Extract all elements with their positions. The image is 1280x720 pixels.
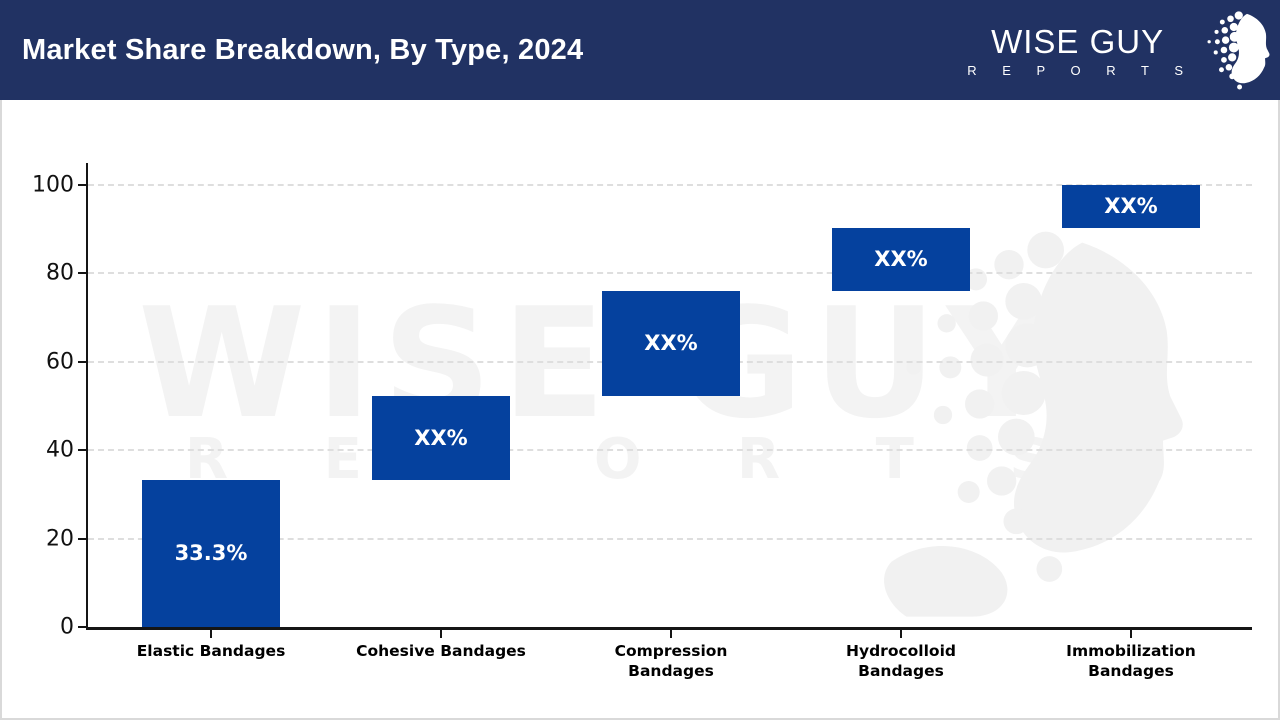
gridline-100 <box>88 184 1252 186</box>
watermark-wordmark: WISE GUY <box>138 275 1067 452</box>
x-axis <box>86 627 1252 630</box>
waterfall-bar: 33.3% <box>142 479 280 627</box>
category-label: Compression Bandages <box>614 642 728 680</box>
chart-title: Market Share Breakdown, By Type, 2024 <box>22 33 584 66</box>
gridline-80 <box>88 272 1252 275</box>
y-tick-label-100: 100 <box>32 172 74 198</box>
wiseguy-head-icon <box>1207 11 1270 90</box>
gridline-20 <box>88 537 1252 540</box>
y-tick-0 <box>78 626 86 628</box>
bar-value-label: 33.3% <box>174 541 248 566</box>
x-tick <box>210 630 212 638</box>
logo-subtitle: R E P O R T S <box>967 62 1194 78</box>
y-tick-100 <box>78 184 86 186</box>
y-axis <box>86 163 88 627</box>
bottom-edge <box>0 718 1280 720</box>
category-label: Hydrocolloid Bandages <box>846 642 956 680</box>
y-tick-label-80: 80 <box>46 260 74 286</box>
category-label: Cohesive Bandages <box>356 642 526 660</box>
y-tick-20 <box>78 537 86 540</box>
watermark-head-icon <box>884 231 1183 617</box>
category-label: Immobilization Bandages <box>1066 642 1196 680</box>
x-tick <box>440 630 442 638</box>
y-tick-80 <box>78 272 86 275</box>
bar-value-label: XX% <box>1104 194 1158 219</box>
left-edge <box>0 100 2 720</box>
waterfall-bar: XX% <box>372 395 510 480</box>
category-label: Elastic Bandages <box>136 642 286 660</box>
waterfall-bar: XX% <box>602 291 740 396</box>
wiseguy-logo-text: WISE GUY R E P O R T S <box>961 23 1194 78</box>
right-edge <box>1278 100 1280 720</box>
waterfall-bar: XX% <box>832 227 970 292</box>
bar-value-label: XX% <box>644 331 698 356</box>
waterfall-bar: XX% <box>1062 185 1200 228</box>
y-tick-label-40: 40 <box>46 437 74 463</box>
y-tick-label-20: 20 <box>46 526 74 552</box>
x-tick <box>1130 630 1132 638</box>
header-bar: Market Share Breakdown, By Type, 2024 WI… <box>0 0 1280 100</box>
x-tick <box>900 630 902 638</box>
x-tick <box>670 630 672 638</box>
bar-value-label: XX% <box>874 247 928 272</box>
logo-wordmark: WISE GUY <box>991 22 1165 60</box>
y-tick-40 <box>78 449 86 452</box>
y-tick-label-60: 60 <box>46 349 74 375</box>
y-tick-60 <box>78 360 86 363</box>
y-tick-label-0: 0 <box>60 614 74 640</box>
gridline-40 <box>88 449 1252 452</box>
bar-value-label: XX% <box>414 425 468 450</box>
watermark-subtitle: R E P O R T S <box>185 427 1088 492</box>
wiseguy-logo: WISE GUY R E P O R T S <box>961 7 1280 93</box>
